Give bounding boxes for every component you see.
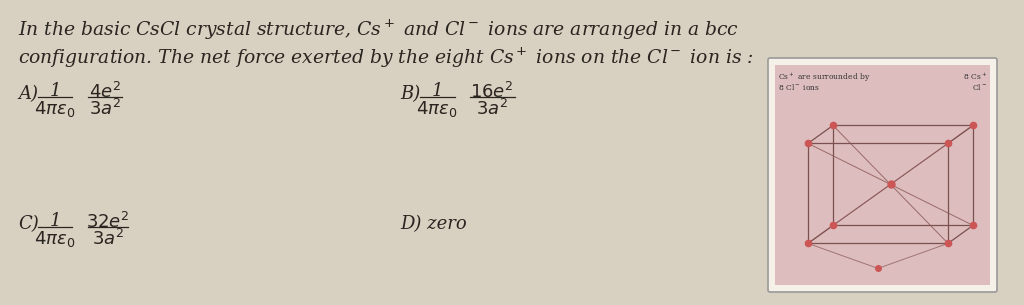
Text: $4e^2$: $4e^2$ xyxy=(89,82,121,102)
Text: $16e^2$: $16e^2$ xyxy=(470,82,514,102)
Text: configuration. The net force exerted by the eight Cs$^+$ ions on the Cl$^-$ ion : configuration. The net force exerted by … xyxy=(18,46,754,70)
Text: $3a^2$: $3a^2$ xyxy=(476,99,508,119)
Text: Cs$^+$ are surrounded by: Cs$^+$ are surrounded by xyxy=(778,70,870,84)
Text: 8 Cs$^+$: 8 Cs$^+$ xyxy=(963,70,987,82)
Text: $32e^2$: $32e^2$ xyxy=(86,212,130,232)
Text: In the basic CsCl crystal structure, Cs$^+$ and Cl$^-$ ions are arranged in a bc: In the basic CsCl crystal structure, Cs$… xyxy=(18,18,739,42)
Text: $3a^2$: $3a^2$ xyxy=(89,99,121,119)
Text: $4\pi\epsilon_0$: $4\pi\epsilon_0$ xyxy=(35,229,76,249)
Text: $3a^2$: $3a^2$ xyxy=(92,229,124,249)
Text: $4\pi\epsilon_0$: $4\pi\epsilon_0$ xyxy=(417,99,458,119)
Text: 1: 1 xyxy=(49,212,60,230)
Text: A): A) xyxy=(18,85,38,103)
Text: D) zero: D) zero xyxy=(400,215,467,233)
Text: 8 Cl$^-$ ions: 8 Cl$^-$ ions xyxy=(778,82,820,92)
FancyBboxPatch shape xyxy=(775,65,990,285)
Text: B): B) xyxy=(400,85,420,103)
FancyBboxPatch shape xyxy=(768,58,997,292)
Text: $4\pi\epsilon_0$: $4\pi\epsilon_0$ xyxy=(35,99,76,119)
Text: Cl$^-$: Cl$^-$ xyxy=(972,82,987,92)
Text: 1: 1 xyxy=(431,82,442,100)
Text: 1: 1 xyxy=(49,82,60,100)
Text: C): C) xyxy=(18,215,39,233)
